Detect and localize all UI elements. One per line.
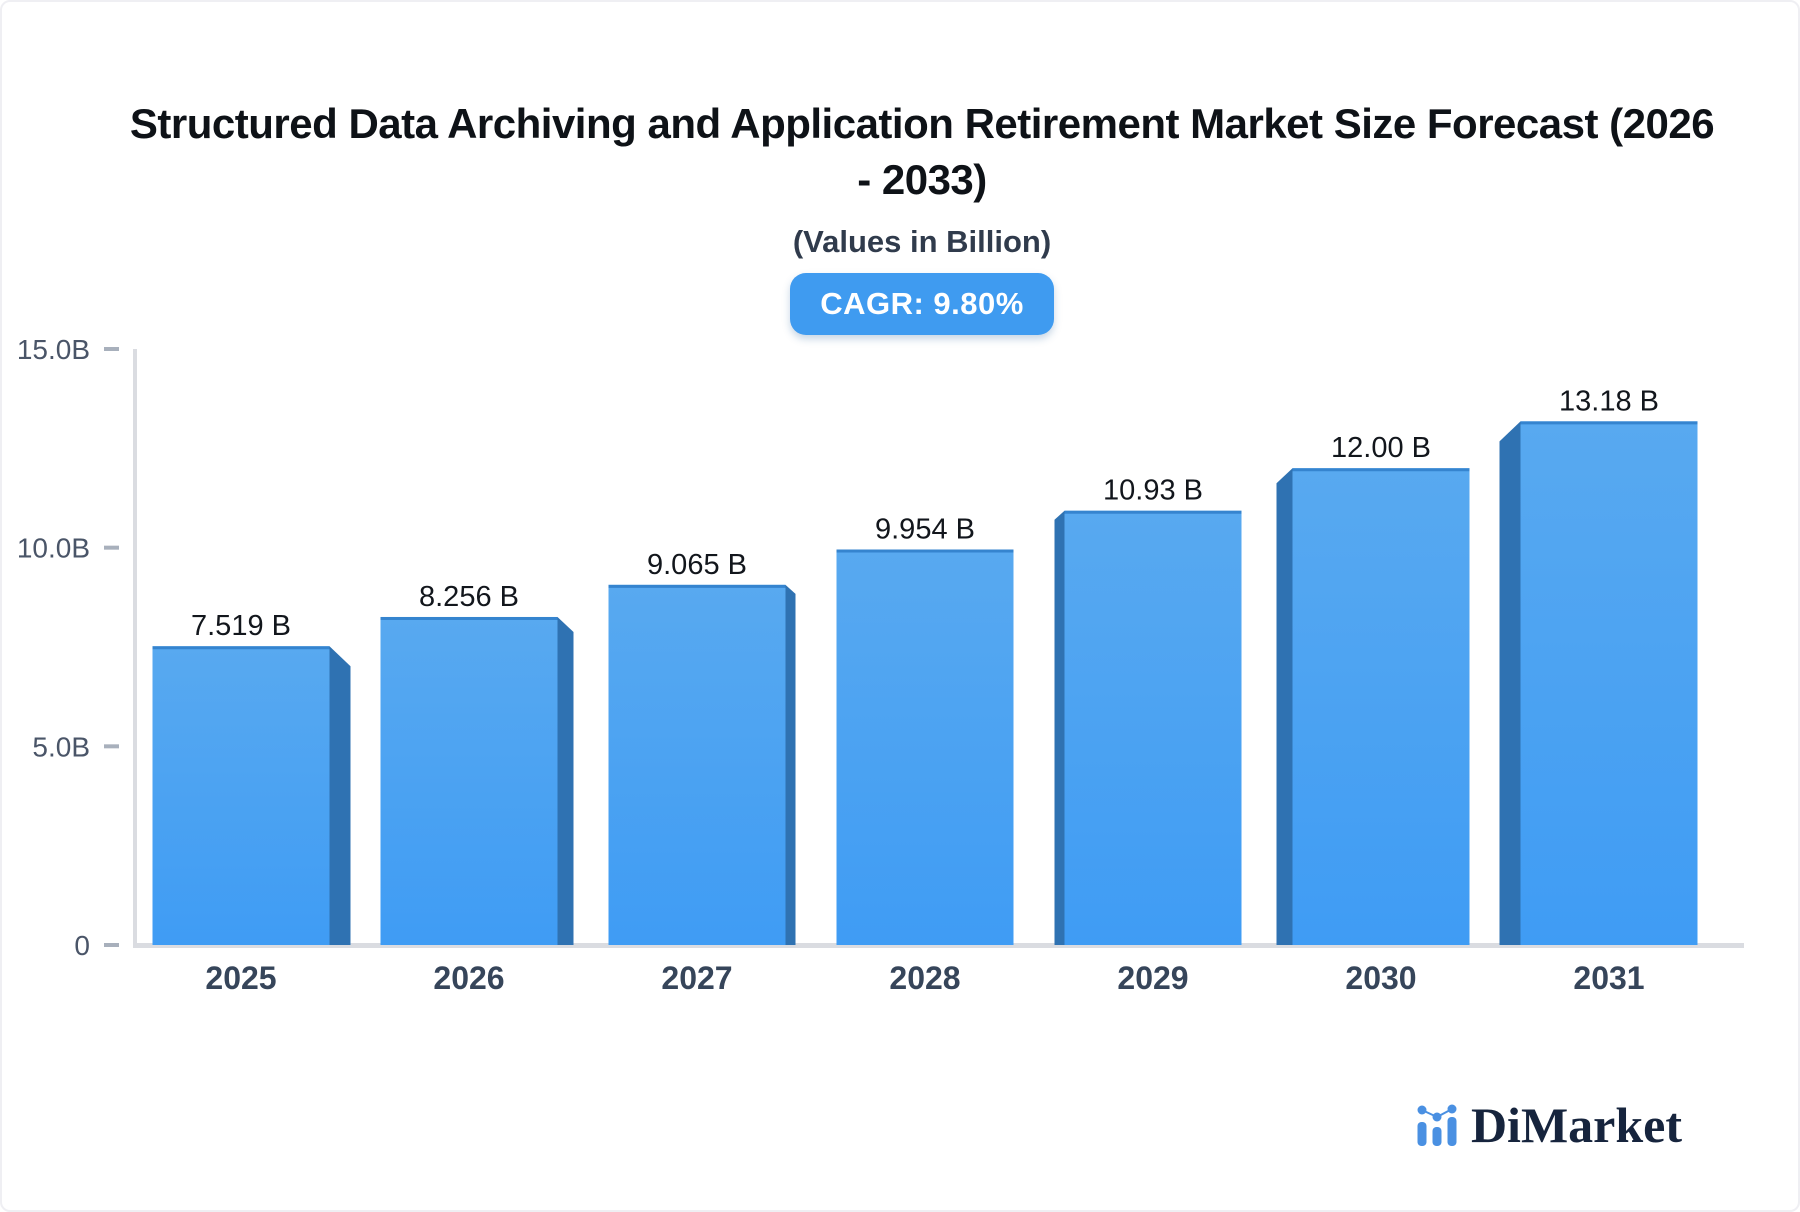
bar-group: 9.954 B 2028 (836, 513, 1014, 996)
x-axis-category-label: 2027 (661, 960, 732, 996)
chart-title-line1: Structured Data Archiving and Applicatio… (129, 100, 1715, 147)
chart-header: Structured Data Archiving and Applicatio… (42, 96, 1798, 335)
y-axis-tick-label: 15.0B (17, 334, 90, 365)
bar-3d-side (1276, 468, 1293, 945)
y-axis-tick-label: 0 (74, 930, 90, 961)
bar-group: 13.18 B 2031 (1499, 385, 1698, 996)
bar-3d-side (785, 584, 796, 945)
bar-value-label: 7.519 B (191, 610, 291, 642)
x-axis-category-label: 2028 (889, 960, 960, 996)
bar[interactable] (380, 616, 558, 945)
y-axis-tick-label: 10.0B (17, 533, 90, 564)
y-axis-tick (104, 545, 119, 550)
y-axis-tick (104, 744, 119, 749)
bar-value-label: 9.065 B (647, 549, 747, 581)
bar-group: 9.065 B 2027 (608, 549, 796, 996)
x-axis-line (133, 943, 1744, 948)
y-axis-tick (104, 347, 119, 351)
x-axis-category-label: 2030 (1345, 960, 1416, 996)
logo-text: DiMarket (1470, 1097, 1682, 1153)
bar-value-label: 10.93 B (1103, 475, 1203, 507)
chart-title: Structured Data Archiving and Applicatio… (42, 96, 1798, 208)
x-axis-category-label: 2031 (1573, 960, 1644, 996)
bar[interactable] (1292, 468, 1470, 945)
x-axis-category-label: 2026 (433, 960, 504, 996)
chart-subtitle: (Values in Billion) (792, 224, 1052, 259)
bar-group: 12.00 B 2030 (1276, 432, 1470, 996)
bar-chart: 15.0B 10.0B 5.0B 0 7.519 B 2025 8.256 B 2026 9.0… (2, 302, 1798, 1082)
bar-chart-logo-icon (1417, 1104, 1457, 1146)
bar-3d-side (329, 646, 351, 945)
bar[interactable] (152, 646, 330, 945)
bar-group: 8.256 B 2026 (380, 581, 574, 996)
bar-group: 7.519 B 2025 (152, 610, 351, 996)
bar-chart-svg: 15.0B 10.0B 5.0B 0 7.519 B 2025 8.256 B 2026 9.0… (17, 334, 1744, 996)
bar-3d-side (557, 616, 574, 945)
cagr-badge: CAGR: 9.80% (790, 273, 1054, 335)
bar-value-label: 12.00 B (1331, 432, 1431, 464)
bar-3d-side (1499, 421, 1521, 945)
bar-value-label: 9.954 B (875, 513, 975, 545)
x-axis-category-label: 2029 (1117, 960, 1188, 996)
chart-title-line2: - 2033) (857, 156, 987, 203)
bar[interactable] (836, 549, 1014, 945)
x-axis-category-label: 2025 (205, 960, 276, 996)
dimarket-logo: DiMarket (1417, 1100, 1682, 1150)
bar-group: 10.93 B 2029 (1054, 475, 1242, 996)
bar[interactable] (608, 584, 786, 945)
bar-3d-side (1054, 510, 1065, 945)
y-axis-tick-label: 5.0B (32, 731, 90, 762)
y-axis-tick (104, 943, 119, 947)
y-axis-line (133, 349, 137, 945)
bar-value-label: 13.18 B (1559, 385, 1659, 417)
bar[interactable] (1064, 510, 1242, 945)
bar[interactable] (1520, 421, 1698, 945)
bar-value-label: 8.256 B (419, 581, 519, 613)
